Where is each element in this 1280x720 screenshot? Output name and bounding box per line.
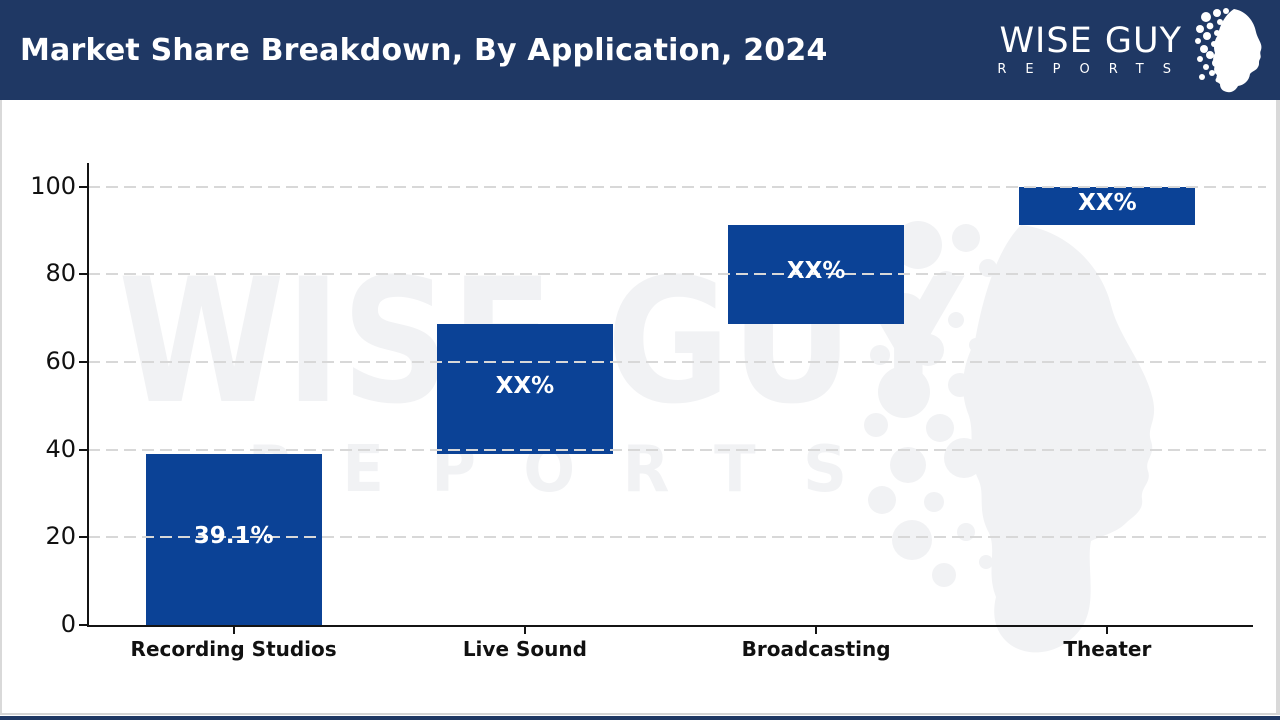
bar-live-sound bbox=[436, 323, 613, 454]
x-tick-broadcasting bbox=[815, 627, 818, 634]
y-tick-label-40: 40 bbox=[45, 434, 76, 463]
content-left-border bbox=[0, 100, 2, 714]
footer-bar bbox=[0, 716, 1280, 720]
y-tick-60 bbox=[79, 360, 87, 363]
y-tick-20 bbox=[79, 536, 87, 539]
y-axis bbox=[87, 163, 89, 627]
x-tick-recording-studios bbox=[232, 627, 235, 634]
x-tick-label-broadcasting: Broadcasting bbox=[741, 637, 891, 661]
bar-value-label-theater: XX% bbox=[1078, 189, 1137, 216]
y-tick-40 bbox=[79, 448, 87, 451]
content-right-border bbox=[1276, 100, 1280, 714]
x-tick-label-recording-studios: Recording Studios bbox=[130, 637, 337, 661]
grid-line-80 bbox=[88, 273, 1266, 276]
brand-logo: WISE GUY REPORTS bbox=[991, 5, 1270, 95]
y-tick-label-80: 80 bbox=[45, 259, 76, 288]
chart-title: Market Share Breakdown, By Application, … bbox=[20, 32, 828, 68]
brand-subtitle: REPORTS bbox=[997, 62, 1190, 77]
grid-line-60 bbox=[88, 360, 1266, 363]
content-bottom-border bbox=[0, 713, 1280, 715]
brand-logo-text: WISE GUY REPORTS bbox=[991, 21, 1190, 77]
bar-value-label-recording-studios: 39.1% bbox=[193, 523, 274, 550]
grid-line-100 bbox=[88, 185, 1266, 188]
grid-line-20 bbox=[88, 536, 1266, 539]
header-bar: Market Share Breakdown, By Application, … bbox=[0, 0, 1280, 100]
bar-theater bbox=[1019, 186, 1196, 226]
bar-value-label-broadcasting: XX% bbox=[786, 258, 846, 285]
x-tick-live-sound bbox=[523, 627, 526, 634]
y-tick-80 bbox=[79, 273, 87, 276]
brand-name: WISE GUY bbox=[999, 21, 1182, 61]
grid-line-40 bbox=[88, 448, 1266, 451]
y-tick-label-0: 0 bbox=[60, 610, 76, 638]
y-tick-label-60: 60 bbox=[45, 346, 76, 375]
x-tick-label-live-sound: Live Sound bbox=[462, 637, 587, 661]
bar-recording-studios bbox=[145, 453, 322, 625]
x-tick-label-theater: Theater bbox=[1063, 637, 1152, 661]
bar-value-label-live-sound: XX% bbox=[495, 372, 555, 399]
brand-face-icon bbox=[1195, 8, 1262, 93]
y-tick-label-100: 100 bbox=[30, 171, 76, 200]
y-tick-100 bbox=[79, 185, 87, 188]
y-tick-label-20: 20 bbox=[45, 522, 76, 551]
y-tick-0 bbox=[79, 624, 87, 626]
x-tick-theater bbox=[1106, 627, 1109, 634]
x-axis bbox=[87, 625, 1253, 627]
